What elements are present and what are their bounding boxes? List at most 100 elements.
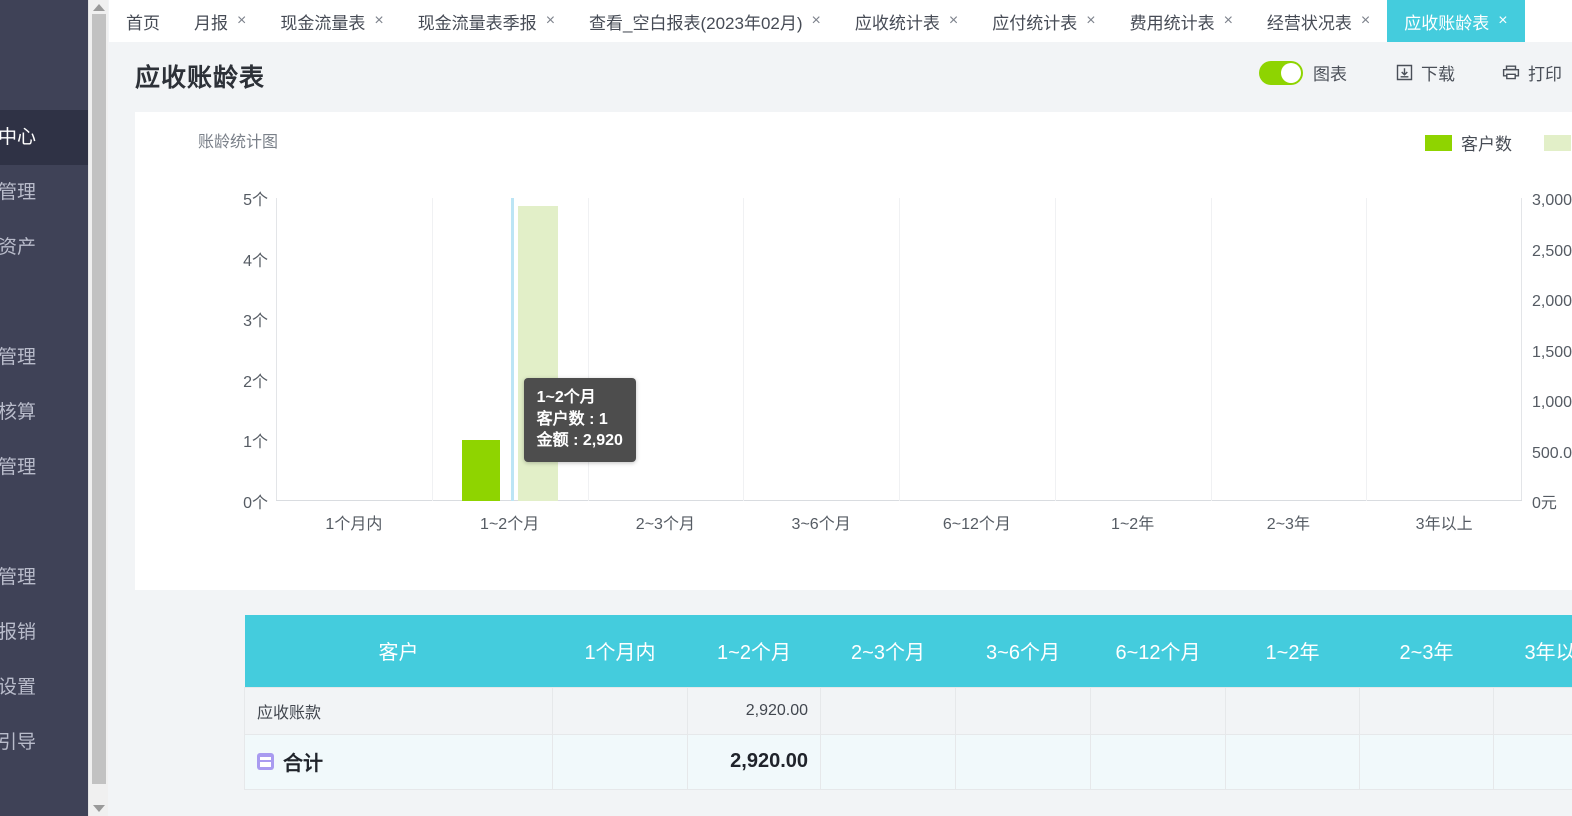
y-axis-left-tick-5: 5个 [243, 192, 268, 209]
x-axis-tick-0: 1个月内 [325, 516, 383, 533]
tab-close-icon[interactable]: × [1360, 12, 1371, 29]
table-column-header-3[interactable]: 2~3个月 [820, 615, 956, 687]
x-separator-6 [1210, 198, 1212, 501]
scroll-down-arrow-icon[interactable] [93, 805, 105, 812]
sidebar-item-label: 税务管理 [0, 457, 37, 478]
x-separator-7 [1366, 198, 1368, 501]
tab-7[interactable]: 费用统计表 × [1113, 0, 1250, 42]
tab-label: 查看_空白报表(2023年02月) [589, 13, 803, 33]
tab-2[interactable]: 现金流量表 × [263, 0, 400, 42]
table-column-header-8[interactable]: 3年以上 [1493, 615, 1572, 687]
tab-close-icon[interactable]: × [1086, 12, 1096, 29]
sidebar-item-11[interactable]: 现场报销 [0, 605, 90, 660]
tab-close-icon[interactable]: × [237, 12, 247, 29]
sidebar-item-label: 发票管理 [0, 182, 37, 203]
x-axis-tick-3: 3~6个月 [791, 516, 851, 533]
table-total-row[interactable]: 合计2,920.002, [244, 733, 1572, 790]
chart-hover-line [510, 198, 514, 501]
table-cell-0-2: 2,920.00 [687, 686, 821, 735]
x-separator-3 [743, 198, 745, 501]
sidebar-item-1[interactable]: 记账 [0, 55, 90, 110]
download-icon [1395, 63, 1414, 82]
sidebar-item-7[interactable]: 库存核算 [0, 385, 90, 440]
table-column-header-6[interactable]: 1~2年 [1225, 615, 1360, 687]
table-total-cell-4 [1090, 733, 1226, 790]
tab-bar: 首页 月报 × 现金流量表 × 现金流量表季报 × 查看_空白报表(2023年02月) × 应收统… [109, 0, 1572, 42]
x-separator-5 [1054, 198, 1056, 501]
tab-close-icon[interactable]: × [811, 12, 821, 29]
table-row[interactable]: 应收账款 2,920.00 [244, 686, 1572, 735]
tab-0[interactable]: 首页 [109, 0, 177, 42]
x-separator-1 [431, 198, 433, 501]
table-column-header-2[interactable]: 1~2个月 [687, 615, 821, 687]
chart-subtitle: 账龄统计图 [198, 134, 279, 151]
tab-6[interactable]: 应付统计表 × [975, 0, 1112, 42]
sidebar-item-label: 新手引导 [0, 732, 37, 753]
tab-1[interactable]: 月报 × [177, 0, 263, 42]
legend-swatch-0[interactable] [1425, 134, 1452, 151]
tab-label: 首页 [126, 13, 160, 33]
chart-card: 账龄统计图 客户数金额 0个 1个 2个 3个 4个 5个 0元 500.00元 1,000.0… [135, 112, 1572, 590]
print-button[interactable]: 打印 [1501, 60, 1562, 85]
sidebar-item-12[interactable]: 支出设置 [0, 660, 90, 715]
chart-toggle[interactable] [1259, 60, 1303, 85]
y-axis-right-tick-1: 500.00元 [1532, 444, 1572, 462]
table-column-header-5[interactable]: 6~12个月 [1090, 615, 1226, 687]
tab-close-icon[interactable]: × [1223, 12, 1233, 29]
tab-label: 经营状况表 [1266, 13, 1352, 33]
sidebar-item-4[interactable]: 固定资产 [0, 220, 90, 275]
aging-table: 客户1个月内1~2个月2~3个月3~6个月6~12个月1~2年2~3年3年以上合… [244, 615, 1572, 790]
sidebar-item-0[interactable]: 首页 [0, 0, 90, 55]
scrollbar-thumb[interactable] [92, 14, 106, 784]
x-axis-tick-4: 6~12个月 [942, 516, 1011, 533]
sidebar-item-14[interactable]: 会员 [0, 770, 90, 816]
table-column-header-1[interactable]: 1个月内 [552, 615, 688, 687]
y-axis-left-tick-2: 2个 [243, 373, 268, 391]
chart-plot-area[interactable]: 0个 1个 2个 3个 4个 5个 0元 500.00元 1,000.00元 1,500.00元 2… [243, 192, 1572, 533]
tab-5[interactable]: 应收统计表 × [838, 0, 975, 42]
x-axis-tick-5: 1~2年 [1111, 516, 1155, 533]
tab-label: 月报 [194, 13, 228, 33]
content-area: 首页 月报 × 现金流量表 × 现金流量表季报 × 查看_空白报表(2023年02月) × 应收统… [109, 0, 1572, 816]
table-column-header-0[interactable]: 客户 [244, 615, 553, 687]
sidebar-item-8[interactable]: 税务管理 [0, 440, 90, 495]
bar-count-1[interactable] [461, 440, 500, 501]
legend-label-0: 客户数 [1461, 135, 1512, 154]
table-column-header-4[interactable]: 3~6个月 [955, 615, 1091, 687]
tab-label: 费用统计表 [1129, 13, 1215, 33]
download-button[interactable]: 下载 [1395, 60, 1455, 85]
table-head: 客户1个月内1~2个月2~3个月3~6个月6~12个月1~2年2~3年3年以上合… [244, 615, 1572, 687]
sidebar-item-13[interactable]: 新手引导 [0, 715, 90, 770]
y-axis-right-tick-6: 3,000.00元 [1532, 192, 1572, 209]
page-title: 应收账龄表 [135, 64, 266, 92]
x-axis-tick-1: 1~2个月 [480, 516, 540, 533]
sidebar-item-9[interactable]: 结账 [0, 495, 90, 550]
x-axis-tick-6: 2~3年 [1266, 516, 1310, 533]
sidebar-item-label: 支出设置 [0, 677, 37, 698]
scroll-up-arrow-icon[interactable] [93, 4, 105, 11]
tab-close-icon[interactable]: × [1498, 12, 1508, 29]
tab-4[interactable]: 查看_空白报表(2023年02月) × [572, 0, 838, 42]
sidebar-item-2[interactable]: 报表中心 [0, 110, 90, 165]
tab-8[interactable]: 经营状况表 × [1250, 0, 1387, 42]
table-total-label-cell: 合计 [244, 733, 553, 790]
sidebar-item-3[interactable]: 发票管理 [0, 165, 90, 220]
x-axis-tick-2: 2~3个月 [635, 516, 695, 533]
tab-3[interactable]: 现金流量表季报 × [401, 0, 572, 42]
tab-close-icon[interactable]: × [948, 12, 959, 29]
sidebar-item-label: 凭证管理 [0, 567, 37, 588]
table-column-header-7[interactable]: 2~3年 [1359, 615, 1494, 687]
tab-close-icon[interactable]: × [545, 12, 556, 29]
table-total-cell-0 [552, 733, 688, 790]
page-scrollbar[interactable] [88, 0, 108, 816]
sidebar-item-10[interactable]: 凭证管理 [0, 550, 90, 605]
legend-swatch-1[interactable] [1544, 134, 1571, 151]
tab-close-icon[interactable]: × [374, 12, 384, 29]
sidebar-item-5[interactable]: 工资 [0, 275, 90, 330]
sidebar-item-6[interactable]: 往来管理 [0, 330, 90, 385]
tab-9[interactable]: 应收账龄表 × [1387, 0, 1525, 42]
table-cell-0-1 [552, 686, 688, 735]
tooltip-title: 1~2个月 [536, 389, 596, 406]
table-cell-0-5 [1090, 686, 1226, 735]
